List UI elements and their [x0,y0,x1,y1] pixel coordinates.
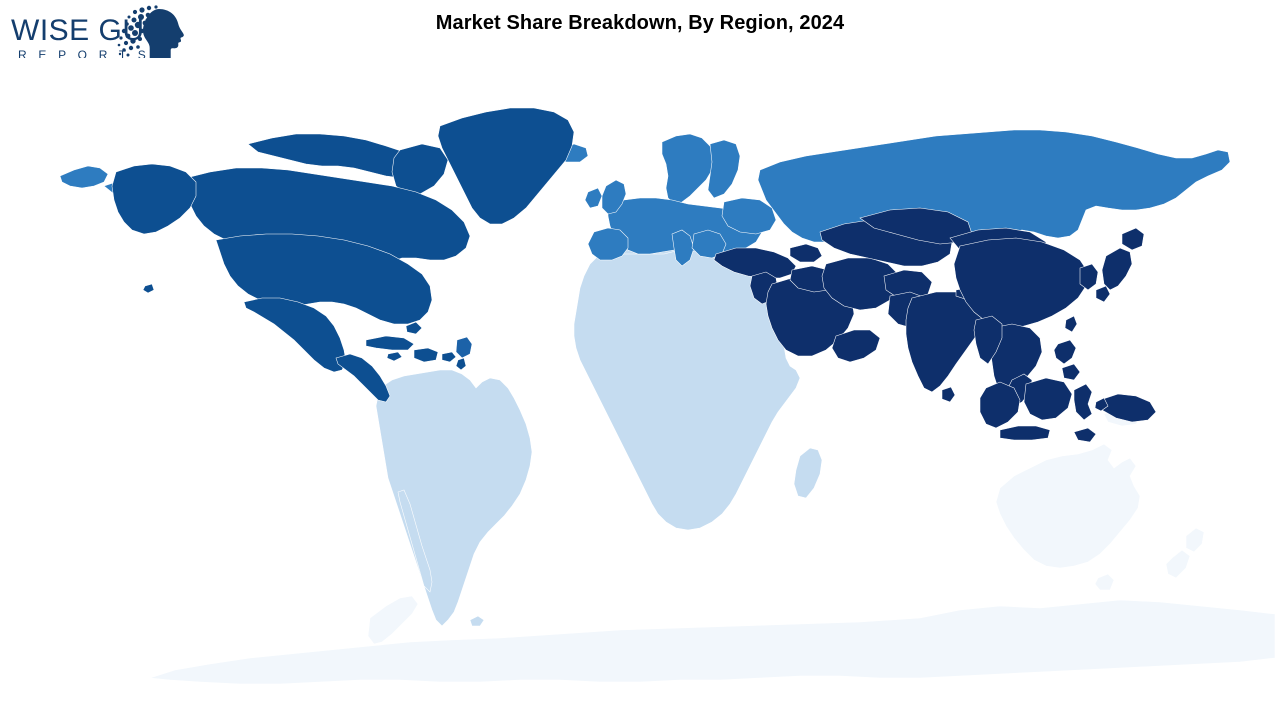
country-turkey [714,248,796,278]
country-chile-strip [398,490,432,592]
island-papua-west [1100,394,1156,422]
region-iberia [588,228,628,260]
island-borneo [1024,378,1072,420]
island-jamaica [387,352,402,361]
country-china [954,238,1088,328]
country-mexico [244,298,346,372]
country-new-zealand-south [1166,550,1190,578]
country-ireland [585,188,602,208]
state-alaska [112,164,196,234]
region-group-south-america-africa [376,240,822,626]
country-australia [996,444,1140,568]
region-caucasus [790,244,822,262]
country-finland [708,140,740,198]
country-japan-hokkaido [1122,228,1144,250]
country-japan-honshu [1102,248,1132,290]
territory-greenland [438,108,574,224]
world-choropleth-map [0,58,1280,720]
country-antarctica [150,600,1275,684]
world-map-container [0,58,1280,720]
region-korea [1080,264,1098,290]
country-myanmar [974,316,1002,364]
island-lesser-antilles [456,358,466,370]
country-japan-kyushu [1096,286,1110,302]
island-java [1000,426,1050,440]
region-central-america [336,354,390,402]
island-puerto-rico [442,352,456,362]
antarctic-peninsula [368,596,418,644]
region-ukraine-belarus [722,198,776,234]
country-new-zealand [1186,528,1204,552]
island-baffin [392,144,448,194]
region-group-asia-pacific [714,208,1156,442]
island-sulawesi [1074,384,1092,420]
island-taiwan [1065,316,1077,332]
island-tasmania [1095,574,1114,590]
head-profile-icon [142,9,184,60]
territory-french-guiana [456,337,472,358]
island-mindanao [1062,364,1080,380]
island-sumatra [980,382,1020,428]
region-group-north-america [112,108,574,402]
island-timor [1074,428,1096,442]
logo-dot-cloud [117,5,158,57]
island-madagascar [794,448,822,498]
state-hawaii [143,284,154,293]
region-scandinavia [662,134,714,204]
country-philippines [1054,340,1076,364]
island-cuba [366,336,414,350]
country-italy [672,230,694,266]
island-maluku [1095,398,1108,411]
logo-wordmark-primary: WISE GUY [11,14,165,47]
region-chukotka-west [60,166,108,188]
chart-title: Market Share Breakdown, By Region, 2024 [435,12,845,34]
island-sri-lanka [942,387,955,402]
country-united-kingdom [602,180,626,214]
island-hispaniola [414,348,438,362]
country-yemen-oman [832,330,880,362]
continent-south-america [376,370,532,626]
island-bahamas [406,322,422,334]
island-falklands [470,616,484,626]
region-group-oceania-antarctica [150,408,1275,684]
